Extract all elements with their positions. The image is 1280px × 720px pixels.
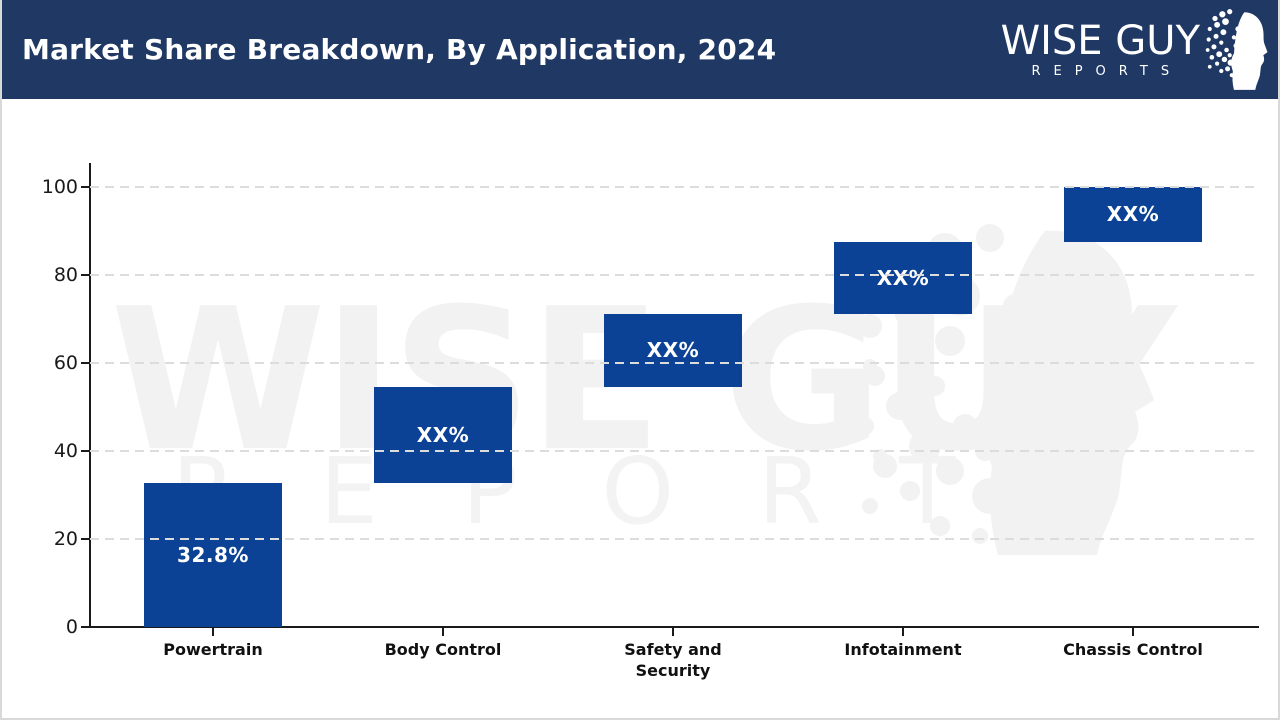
bar-value-label: XX%	[416, 422, 470, 447]
page-title: Market Share Breakdown, By Application, …	[22, 33, 777, 66]
x-category-label: Powertrain	[163, 640, 263, 659]
y-tick-mark	[81, 450, 89, 452]
y-tick-label: 60	[53, 352, 78, 374]
y-tick-mark	[81, 186, 89, 188]
y-gridline	[90, 274, 1258, 276]
header: Market Share Breakdown, By Application, …	[2, 0, 1278, 99]
x-tick-mark	[212, 628, 214, 636]
y-tick-mark	[81, 362, 89, 364]
y-tick-label: 100	[41, 176, 78, 198]
brand-logo: WISE GUY REPORTS	[1001, 8, 1268, 92]
logo-wordmark-line2: REPORTS	[1031, 64, 1183, 79]
x-category-label: Infotainment	[844, 640, 962, 659]
bar-segment: XX%	[1064, 187, 1202, 242]
x-axis-line	[88, 626, 1259, 628]
y-axis-line	[89, 163, 91, 628]
x-tick-mark	[442, 628, 444, 636]
bar-segment: 32.8%	[144, 482, 282, 627]
logo-wordmark: WISE GUY REPORTS	[1001, 21, 1200, 78]
x-tick-mark	[1132, 628, 1134, 636]
logo-wordmark-line1: WISE GUY	[1000, 18, 1200, 64]
bar-value-label: XX%	[646, 338, 700, 363]
y-tick-label: 80	[53, 264, 78, 286]
y-gridline	[90, 538, 1258, 540]
y-gridline	[90, 362, 1258, 364]
y-tick-mark	[81, 274, 89, 276]
y-gridline	[90, 450, 1258, 452]
y-tick-label: 0	[65, 616, 78, 638]
y-tick-label: 20	[53, 528, 78, 550]
bar-segment: XX%	[604, 314, 742, 387]
bar-value-label: XX%	[1106, 202, 1160, 227]
logo-head-icon	[1205, 8, 1268, 90]
bar-segment: XX%	[834, 241, 972, 315]
bar-value-label: 32.8%	[177, 542, 249, 567]
y-tick-mark	[81, 538, 89, 540]
y-tick-mark	[81, 626, 89, 628]
bar-segment: XX%	[374, 386, 512, 483]
x-category-label: Safety and Security	[624, 640, 722, 680]
y-tick-label: 40	[53, 440, 78, 462]
x-category-label: Body Control	[384, 640, 502, 659]
bar-value-label: XX%	[876, 265, 930, 290]
y-gridline	[90, 186, 1258, 188]
x-tick-mark	[672, 628, 674, 636]
x-tick-mark	[902, 628, 904, 636]
x-category-label: Chassis Control	[1063, 640, 1203, 659]
